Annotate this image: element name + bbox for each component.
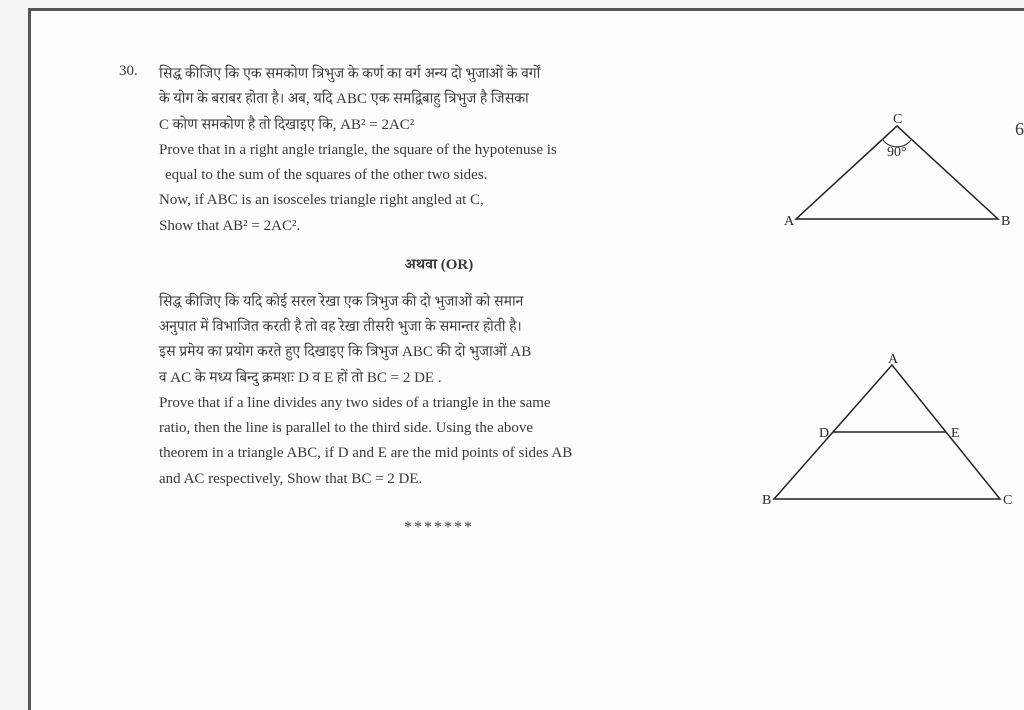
svg-text:D: D — [819, 426, 829, 441]
triangle-right-angle-svg: C 90° A B — [782, 111, 1012, 231]
svg-text:A: A — [784, 214, 795, 229]
hindi-line: व AC के मध्य बिन्दु क्रमशः D व E हों तो … — [159, 367, 719, 390]
hindi-block-2: सिद्ध कीजिए कि यदि कोई सरल रेखा एक त्रिभ… — [159, 291, 719, 390]
hindi-line: इस प्रमेय का प्रयोग करते हुए दिखाइए कि त… — [159, 341, 719, 364]
hindi-block-1: सिद्ध कीजिए कि एक समकोण त्रिभुज के कर्ण … — [159, 63, 719, 137]
svg-text:C: C — [893, 112, 902, 127]
svg-text:C: C — [1003, 493, 1012, 508]
svg-text:90°: 90° — [887, 145, 907, 160]
hindi-line: अनुपात में विभाजित करती है तो वह रेखा ती… — [159, 316, 719, 339]
figure-1-triangle: C 90° A B — [782, 111, 1012, 236]
end-stars: ******* — [159, 519, 719, 537]
english-line: Prove that if a line divides any two sid… — [159, 392, 719, 415]
english-line: Show that AB² = 2AC². — [159, 215, 719, 238]
english-line: ratio, then the line is parallel to the … — [159, 417, 719, 440]
svg-text:B: B — [762, 493, 771, 508]
hindi-line: सिद्ध कीजिए कि यदि कोई सरल रेखा एक त्रिभ… — [159, 291, 719, 314]
hindi-line: के योग के बराबर होता है। अब, यदि ABC एक … — [159, 88, 719, 111]
english-line: theorem in a triangle ABC, if D and E ar… — [159, 442, 719, 465]
or-separator: अथवा (OR) — [159, 256, 719, 279]
english-line: equal to the sum of the squares of the o… — [159, 164, 719, 187]
exam-page: 30. सिद्ध कीजिए कि एक समकोण त्रिभुज के क… — [28, 8, 1024, 710]
hindi-line: C कोण समकोण है तो दिखाइए कि, AB² = 2AC² — [159, 114, 719, 137]
english-line: Now, if ABC is an isosceles triangle rig… — [159, 189, 719, 212]
english-line: and AC respectively, Show that BC = 2 DE… — [159, 468, 719, 491]
triangle-midpoint-svg: A B C D E — [754, 351, 1014, 511]
question-number: 30. — [119, 63, 149, 80]
english-line: Prove that in a right angle triangle, th… — [159, 139, 719, 162]
figure-2-triangle: A B C D E — [754, 351, 1014, 516]
hindi-line: सिद्ध कीजिए कि एक समकोण त्रिभुज के कर्ण … — [159, 63, 719, 86]
svg-text:B: B — [1001, 214, 1010, 229]
english-block-2: Prove that if a line divides any two sid… — [159, 392, 719, 491]
svg-text:E: E — [951, 426, 960, 441]
english-block-1: Prove that in a right angle triangle, th… — [159, 139, 719, 238]
svg-text:A: A — [888, 352, 899, 367]
marks-label: 6 — [1015, 119, 1024, 140]
